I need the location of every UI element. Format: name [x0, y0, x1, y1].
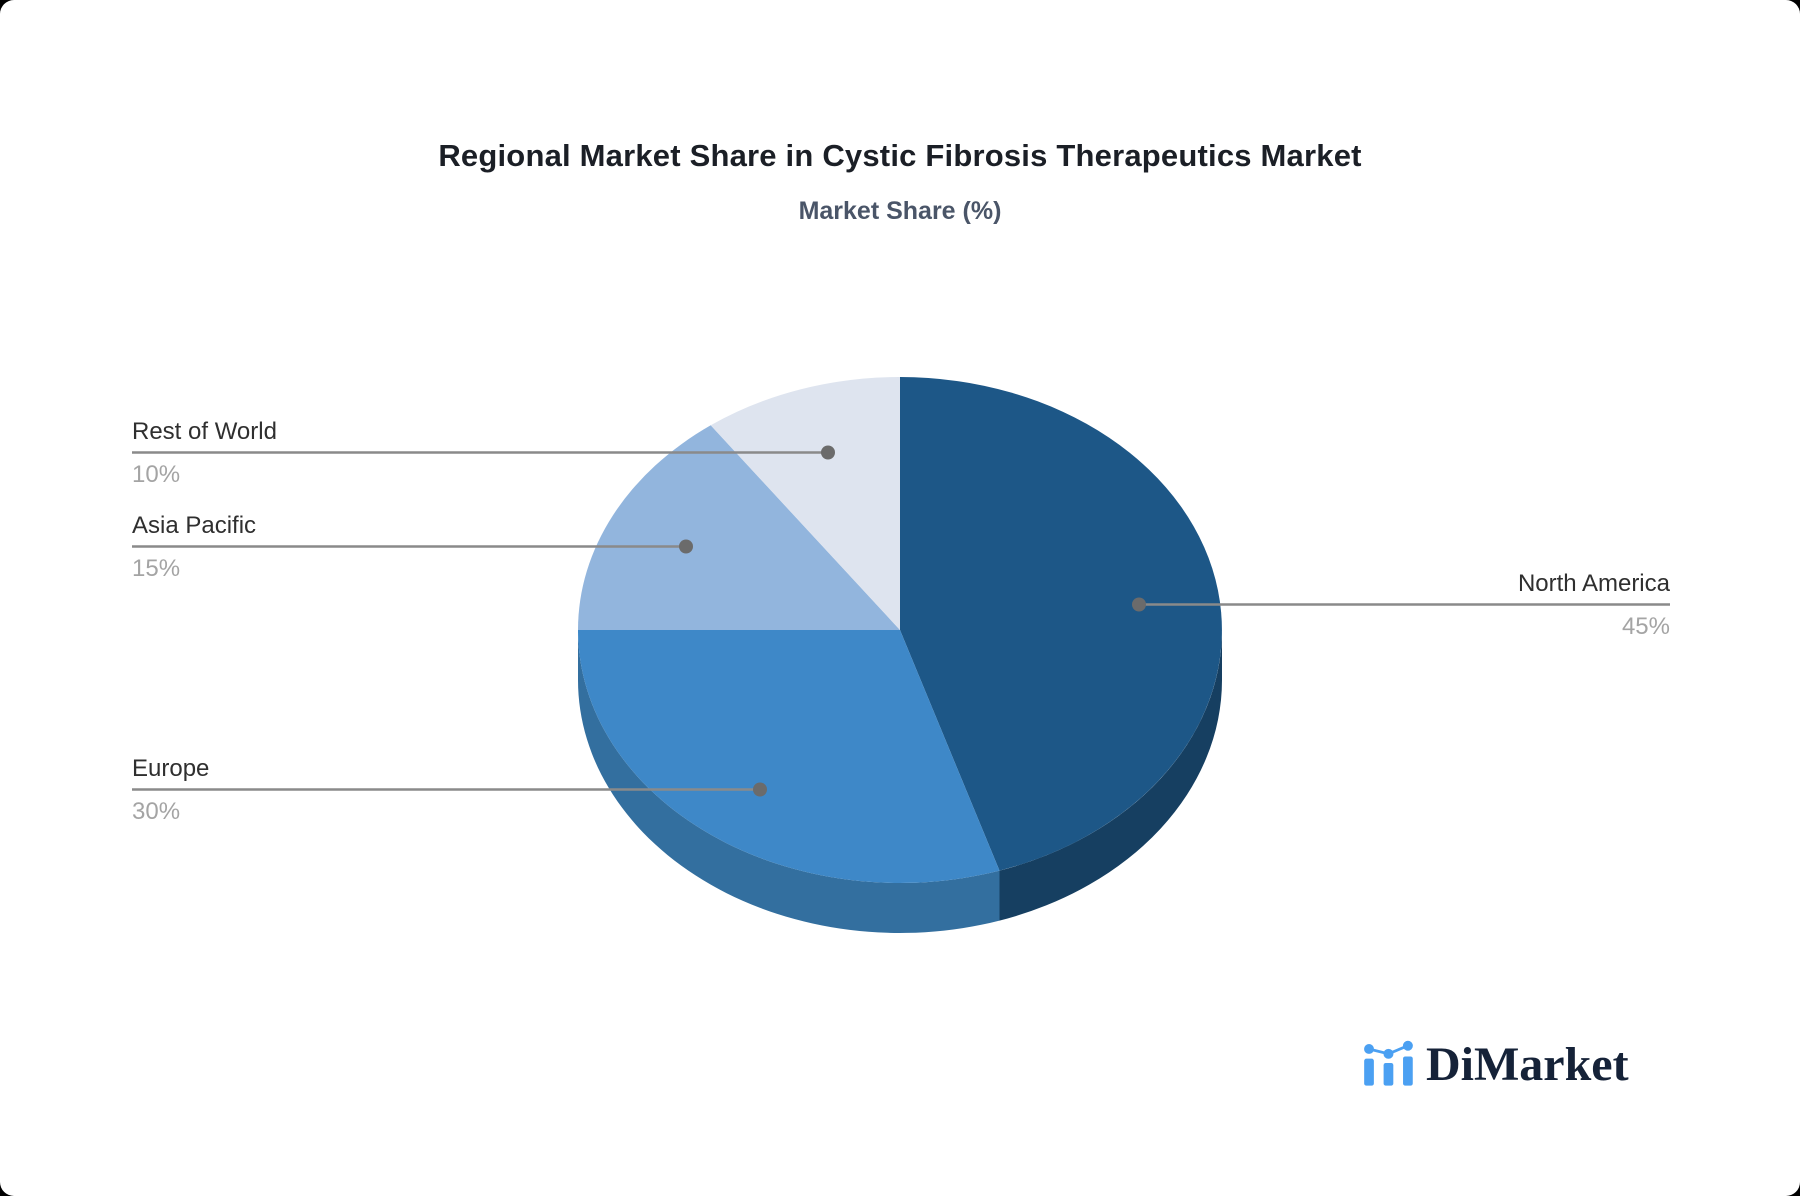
callout-europe: Europe	[132, 754, 209, 784]
pie-depth-north-america	[999, 630, 1222, 921]
callout-lines	[132, 451, 1670, 791]
callout-rest-of-world-pct: 10%	[132, 460, 180, 490]
callout-north-america-pct: 45%	[1622, 612, 1670, 642]
chart-title: Regional Market Share in Cystic Fibrosis…	[438, 138, 1362, 173]
slice-percent: 10%	[132, 461, 181, 488]
callout-rest-of-world: Rest of World	[132, 417, 277, 447]
callout-north-america: North America	[1518, 569, 1670, 599]
slice-label: Asia Pacific	[132, 512, 257, 539]
callout-dot-europe	[753, 782, 767, 797]
pie-slice-north-america[interactable]	[900, 377, 1222, 871]
callout-dot-north-america	[1132, 597, 1146, 612]
chart-subtitle: Market Share (%)	[798, 197, 1002, 225]
pie-group	[578, 377, 1222, 933]
slice-label: Europe	[132, 755, 210, 782]
bar-chart-logo-icon	[1364, 1040, 1413, 1086]
slice-percent: 15%	[132, 555, 181, 582]
callout-dot-asia-pacific	[679, 539, 693, 554]
slice-percent: 45%	[1621, 613, 1670, 640]
logo: DiMarket	[1362, 1040, 1629, 1090]
pie-slice-rest-of-world[interactable]	[710, 377, 900, 630]
pie-slice-europe[interactable]	[578, 630, 1000, 883]
logo-text: DiMarket	[1426, 1038, 1629, 1091]
pie-depth-europe	[578, 630, 1000, 933]
pie-slice-asia-pacific[interactable]	[578, 425, 900, 630]
slice-label: North America	[1517, 570, 1670, 597]
callout-europe-pct: 30%	[132, 797, 180, 827]
slice-label: Rest of World	[132, 418, 277, 445]
callout-dots	[679, 445, 1146, 797]
callout-asia-pacific-pct: 15%	[132, 554, 180, 584]
callout-asia-pacific: Asia Pacific	[132, 511, 256, 541]
slice-percent: 30%	[132, 798, 181, 825]
callout-dot-rest-of-world	[821, 445, 835, 460]
